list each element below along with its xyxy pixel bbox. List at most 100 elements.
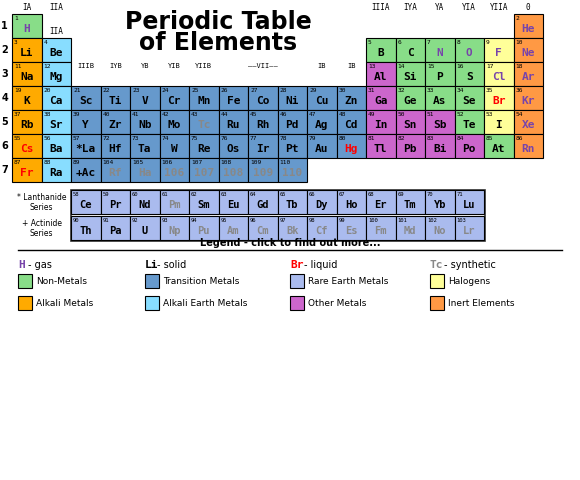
Text: 42: 42: [161, 112, 169, 117]
Text: Bi: Bi: [433, 144, 447, 154]
Text: 95: 95: [220, 218, 227, 223]
Bar: [42, 38, 71, 62]
Text: Zr: Zr: [108, 120, 122, 130]
Bar: [18, 274, 32, 288]
Text: Br: Br: [290, 260, 303, 270]
Text: 29: 29: [309, 88, 317, 93]
Text: Eu: Eu: [227, 200, 240, 210]
Text: Rf: Rf: [108, 168, 122, 178]
Text: 35: 35: [486, 88, 494, 93]
Text: Th: Th: [79, 226, 92, 236]
Bar: [42, 134, 71, 158]
Text: 103: 103: [456, 218, 466, 223]
Text: 30: 30: [339, 88, 346, 93]
Bar: [42, 62, 71, 86]
Text: Alkali Earth Metals: Alkali Earth Metals: [163, 299, 248, 308]
Text: 40: 40: [103, 112, 110, 117]
Text: P: P: [436, 72, 443, 82]
Text: Na: Na: [20, 72, 34, 82]
Bar: [42, 158, 71, 182]
Text: YIB: YIB: [168, 63, 180, 69]
Text: 23: 23: [132, 88, 140, 93]
Bar: [160, 110, 189, 134]
Bar: [307, 190, 336, 214]
Bar: [336, 134, 366, 158]
Text: F: F: [495, 48, 502, 58]
Text: Ho: Ho: [345, 200, 357, 210]
Text: Halogens: Halogens: [448, 276, 490, 286]
Bar: [100, 190, 130, 214]
Text: Sr: Sr: [49, 120, 63, 130]
Text: 69: 69: [397, 192, 404, 197]
Text: 86: 86: [516, 136, 523, 141]
Text: 13: 13: [368, 64, 375, 69]
Bar: [42, 110, 71, 134]
Text: *La: *La: [75, 144, 96, 154]
Text: 79: 79: [309, 136, 317, 141]
Bar: [396, 216, 425, 240]
Bar: [100, 110, 130, 134]
Text: YA: YA: [435, 3, 444, 12]
Text: 108: 108: [223, 168, 244, 178]
Bar: [12, 134, 42, 158]
Text: 68: 68: [368, 192, 375, 197]
Text: 88: 88: [44, 160, 51, 165]
Text: Hf: Hf: [108, 144, 122, 154]
Text: ——VII——: ——VII——: [248, 63, 278, 69]
Text: 17: 17: [486, 64, 494, 69]
Text: Nd: Nd: [139, 200, 151, 210]
Bar: [71, 216, 100, 240]
Text: 108: 108: [220, 160, 232, 165]
Text: - gas: - gas: [28, 260, 52, 270]
Bar: [71, 134, 100, 158]
Text: Pa: Pa: [109, 226, 121, 236]
Text: 106: 106: [164, 168, 184, 178]
Text: 4: 4: [44, 40, 47, 45]
Bar: [130, 158, 160, 182]
Text: O: O: [466, 48, 473, 58]
Text: 24: 24: [161, 88, 169, 93]
Text: V: V: [142, 96, 148, 106]
Text: 70: 70: [427, 192, 433, 197]
Text: Pt: Pt: [285, 144, 299, 154]
Bar: [455, 62, 484, 86]
Bar: [455, 216, 484, 240]
Bar: [248, 190, 277, 214]
Bar: [71, 86, 100, 110]
Bar: [12, 86, 42, 110]
Text: 76: 76: [220, 136, 228, 141]
Text: Ce: Ce: [79, 200, 92, 210]
Bar: [336, 216, 366, 240]
Bar: [484, 86, 513, 110]
Text: Rh: Rh: [256, 120, 270, 130]
Text: Tb: Tb: [286, 200, 299, 210]
Bar: [336, 86, 366, 110]
Text: 46: 46: [280, 112, 287, 117]
Bar: [277, 158, 307, 182]
Text: 90: 90: [73, 218, 79, 223]
Bar: [277, 110, 307, 134]
Text: 58: 58: [73, 192, 79, 197]
Text: 31: 31: [368, 88, 375, 93]
Text: 64: 64: [250, 192, 256, 197]
Bar: [307, 86, 336, 110]
Text: I: I: [495, 120, 502, 130]
Text: 32: 32: [397, 88, 405, 93]
Text: 99: 99: [339, 218, 345, 223]
Text: 67: 67: [339, 192, 345, 197]
Text: 48: 48: [339, 112, 346, 117]
Text: Rare Earth Metals: Rare Earth Metals: [308, 276, 389, 286]
Bar: [307, 216, 336, 240]
Bar: [71, 158, 100, 182]
Text: W: W: [171, 144, 177, 154]
Text: 107: 107: [194, 168, 214, 178]
Text: Np: Np: [168, 226, 180, 236]
Text: + Actinide: + Actinide: [21, 219, 61, 228]
Text: IB: IB: [317, 63, 326, 69]
Text: 26: 26: [220, 88, 228, 93]
Bar: [366, 216, 396, 240]
Text: Li: Li: [145, 260, 158, 270]
Text: * Lanthanide: * Lanthanide: [17, 192, 66, 202]
Text: Y: Y: [82, 120, 89, 130]
Text: 73: 73: [132, 136, 140, 141]
